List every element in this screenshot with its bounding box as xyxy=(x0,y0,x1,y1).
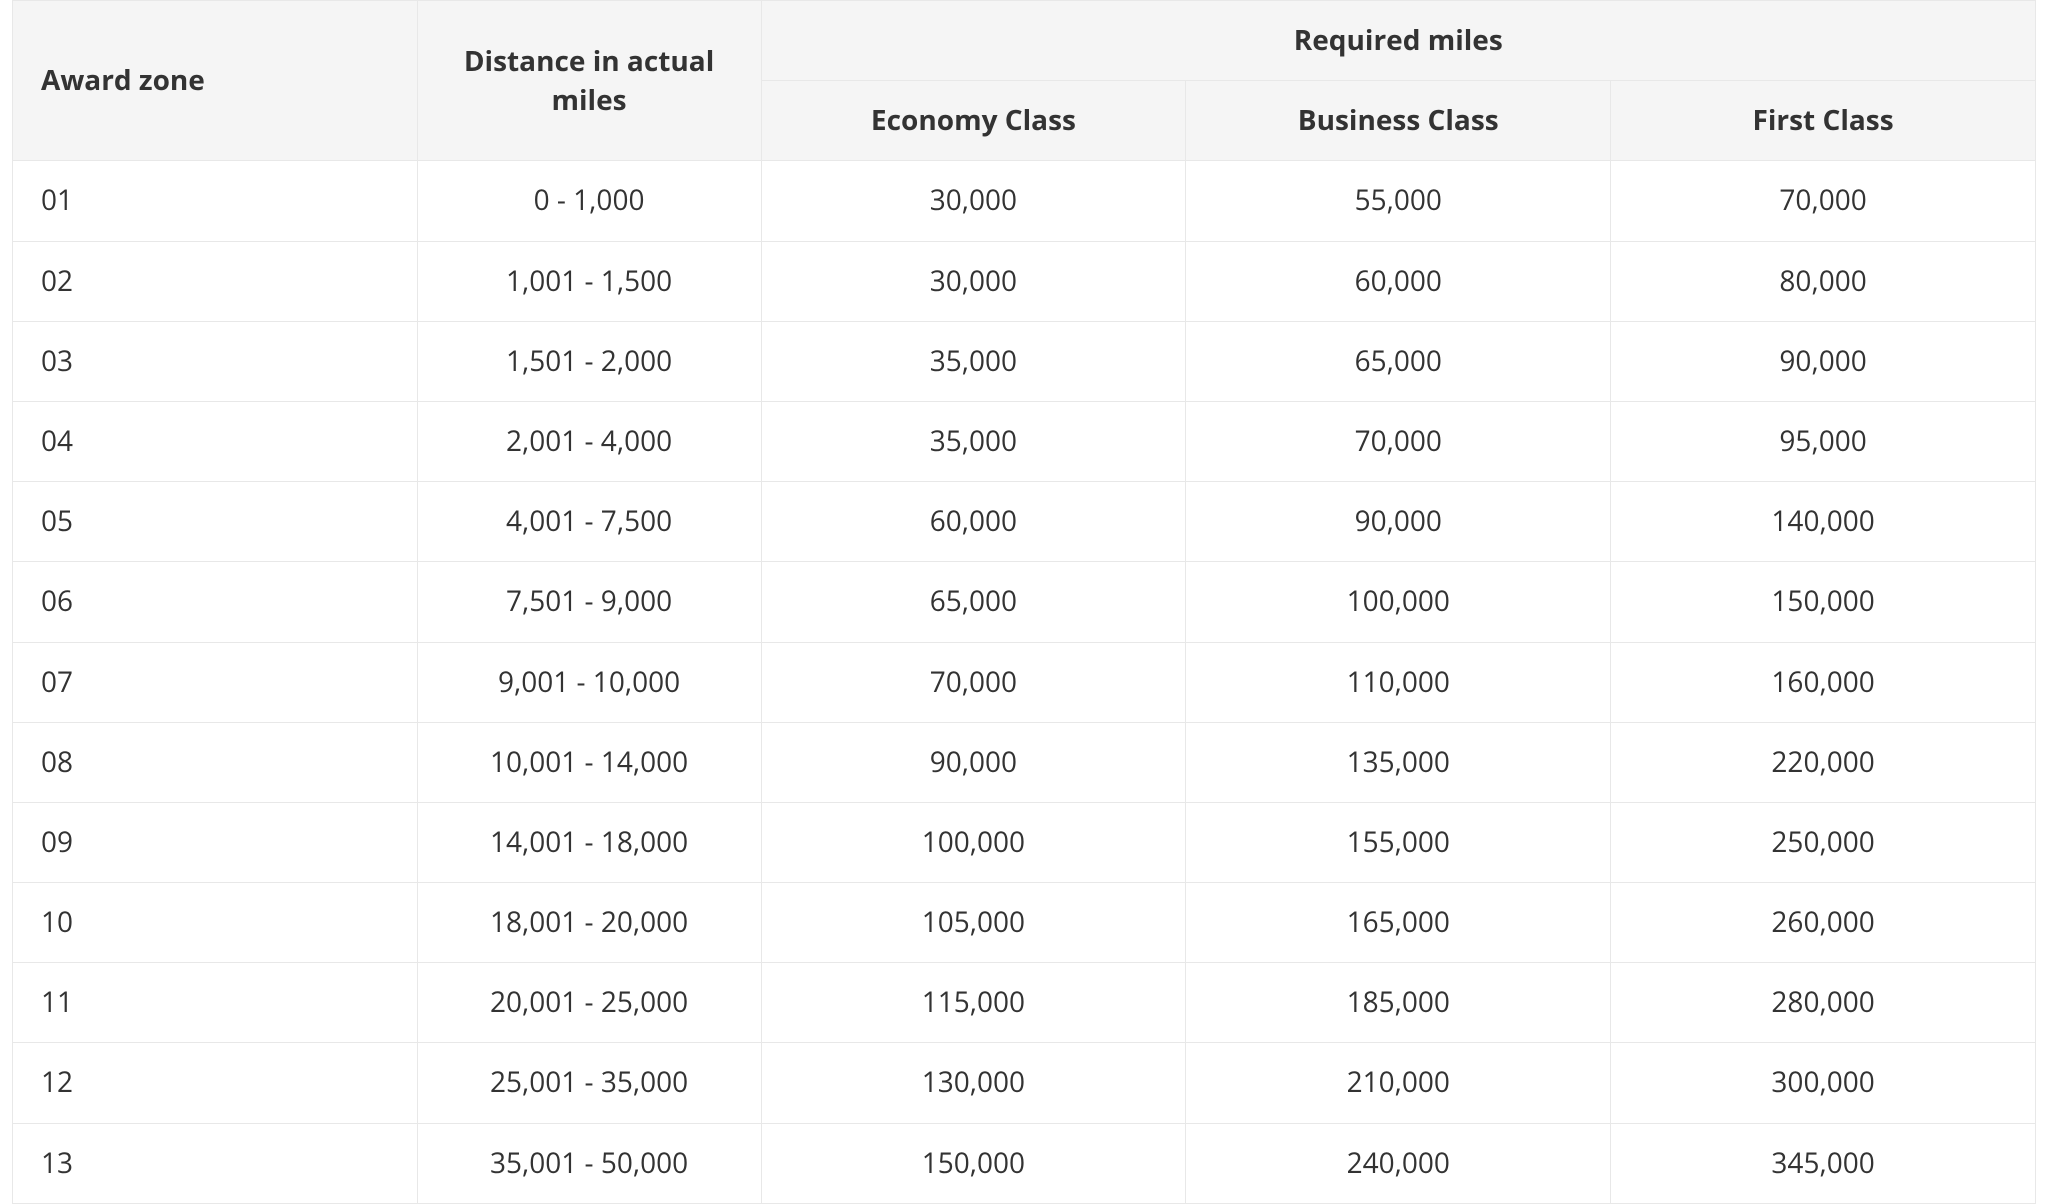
cell-zone: 02 xyxy=(13,241,418,321)
cell-distance: 7,501 - 9,000 xyxy=(417,562,761,642)
cell-business: 90,000 xyxy=(1186,482,1611,562)
cell-economy: 70,000 xyxy=(761,642,1186,722)
cell-business: 165,000 xyxy=(1186,883,1611,963)
cell-economy: 30,000 xyxy=(761,241,1186,321)
cell-distance: 4,001 - 7,500 xyxy=(417,482,761,562)
cell-business: 135,000 xyxy=(1186,722,1611,802)
cell-economy: 65,000 xyxy=(761,562,1186,642)
cell-first: 220,000 xyxy=(1611,722,2036,802)
cell-distance: 0 - 1,000 xyxy=(417,161,761,241)
cell-zone: 03 xyxy=(13,321,418,401)
cell-distance: 2,001 - 4,000 xyxy=(417,401,761,481)
table-row: 1120,001 - 25,000115,000185,000280,000 xyxy=(13,963,2036,1043)
cell-economy: 30,000 xyxy=(761,161,1186,241)
cell-zone: 13 xyxy=(13,1123,418,1203)
col-required-miles: Required miles xyxy=(761,1,2036,81)
cell-economy: 115,000 xyxy=(761,963,1186,1043)
cell-economy: 60,000 xyxy=(761,482,1186,562)
table-row: 1335,001 - 50,000150,000240,000345,000 xyxy=(13,1123,2036,1203)
col-first: First Class xyxy=(1611,81,2036,161)
col-business: Business Class xyxy=(1186,81,1611,161)
cell-zone: 07 xyxy=(13,642,418,722)
cell-distance: 25,001 - 35,000 xyxy=(417,1043,761,1123)
cell-distance: 18,001 - 20,000 xyxy=(417,883,761,963)
award-table-body: 010 - 1,00030,00055,00070,000021,001 - 1… xyxy=(13,161,2036,1203)
cell-business: 60,000 xyxy=(1186,241,1611,321)
cell-economy: 100,000 xyxy=(761,802,1186,882)
cell-zone: 08 xyxy=(13,722,418,802)
col-distance: Distance in actual miles xyxy=(417,1,761,161)
cell-economy: 130,000 xyxy=(761,1043,1186,1123)
cell-business: 65,000 xyxy=(1186,321,1611,401)
cell-economy: 90,000 xyxy=(761,722,1186,802)
cell-zone: 12 xyxy=(13,1043,418,1123)
table-row: 010 - 1,00030,00055,00070,000 xyxy=(13,161,2036,241)
table-row: 079,001 - 10,00070,000110,000160,000 xyxy=(13,642,2036,722)
cell-business: 100,000 xyxy=(1186,562,1611,642)
table-row: 031,501 - 2,00035,00065,00090,000 xyxy=(13,321,2036,401)
cell-economy: 105,000 xyxy=(761,883,1186,963)
cell-first: 80,000 xyxy=(1611,241,2036,321)
cell-distance: 1,001 - 1,500 xyxy=(417,241,761,321)
table-header-row-1: Award zone Distance in actual miles Requ… xyxy=(13,1,2036,81)
cell-zone: 11 xyxy=(13,963,418,1043)
cell-distance: 1,501 - 2,000 xyxy=(417,321,761,401)
cell-business: 70,000 xyxy=(1186,401,1611,481)
award-table-container: Award zone Distance in actual miles Requ… xyxy=(0,0,2048,1204)
cell-first: 260,000 xyxy=(1611,883,2036,963)
cell-first: 280,000 xyxy=(1611,963,2036,1043)
cell-first: 160,000 xyxy=(1611,642,2036,722)
cell-business: 240,000 xyxy=(1186,1123,1611,1203)
cell-first: 70,000 xyxy=(1611,161,2036,241)
cell-economy: 35,000 xyxy=(761,401,1186,481)
cell-business: 55,000 xyxy=(1186,161,1611,241)
cell-first: 150,000 xyxy=(1611,562,2036,642)
cell-zone: 04 xyxy=(13,401,418,481)
col-award-zone: Award zone xyxy=(13,1,418,161)
cell-first: 300,000 xyxy=(1611,1043,2036,1123)
cell-zone: 06 xyxy=(13,562,418,642)
cell-economy: 150,000 xyxy=(761,1123,1186,1203)
cell-business: 185,000 xyxy=(1186,963,1611,1043)
cell-distance: 35,001 - 50,000 xyxy=(417,1123,761,1203)
cell-first: 250,000 xyxy=(1611,802,2036,882)
cell-business: 210,000 xyxy=(1186,1043,1611,1123)
col-economy: Economy Class xyxy=(761,81,1186,161)
cell-first: 345,000 xyxy=(1611,1123,2036,1203)
table-row: 042,001 - 4,00035,00070,00095,000 xyxy=(13,401,2036,481)
table-row: 0810,001 - 14,00090,000135,000220,000 xyxy=(13,722,2036,802)
table-row: 067,501 - 9,00065,000100,000150,000 xyxy=(13,562,2036,642)
cell-business: 110,000 xyxy=(1186,642,1611,722)
cell-distance: 20,001 - 25,000 xyxy=(417,963,761,1043)
cell-zone: 10 xyxy=(13,883,418,963)
cell-zone: 05 xyxy=(13,482,418,562)
cell-first: 95,000 xyxy=(1611,401,2036,481)
table-row: 021,001 - 1,50030,00060,00080,000 xyxy=(13,241,2036,321)
table-row: 054,001 - 7,50060,00090,000140,000 xyxy=(13,482,2036,562)
table-row: 1018,001 - 20,000105,000165,000260,000 xyxy=(13,883,2036,963)
cell-economy: 35,000 xyxy=(761,321,1186,401)
cell-distance: 10,001 - 14,000 xyxy=(417,722,761,802)
cell-distance: 14,001 - 18,000 xyxy=(417,802,761,882)
table-row: 0914,001 - 18,000100,000155,000250,000 xyxy=(13,802,2036,882)
award-zone-table: Award zone Distance in actual miles Requ… xyxy=(12,0,2036,1204)
cell-first: 140,000 xyxy=(1611,482,2036,562)
cell-first: 90,000 xyxy=(1611,321,2036,401)
cell-business: 155,000 xyxy=(1186,802,1611,882)
cell-zone: 01 xyxy=(13,161,418,241)
cell-distance: 9,001 - 10,000 xyxy=(417,642,761,722)
table-row: 1225,001 - 35,000130,000210,000300,000 xyxy=(13,1043,2036,1123)
cell-zone: 09 xyxy=(13,802,418,882)
